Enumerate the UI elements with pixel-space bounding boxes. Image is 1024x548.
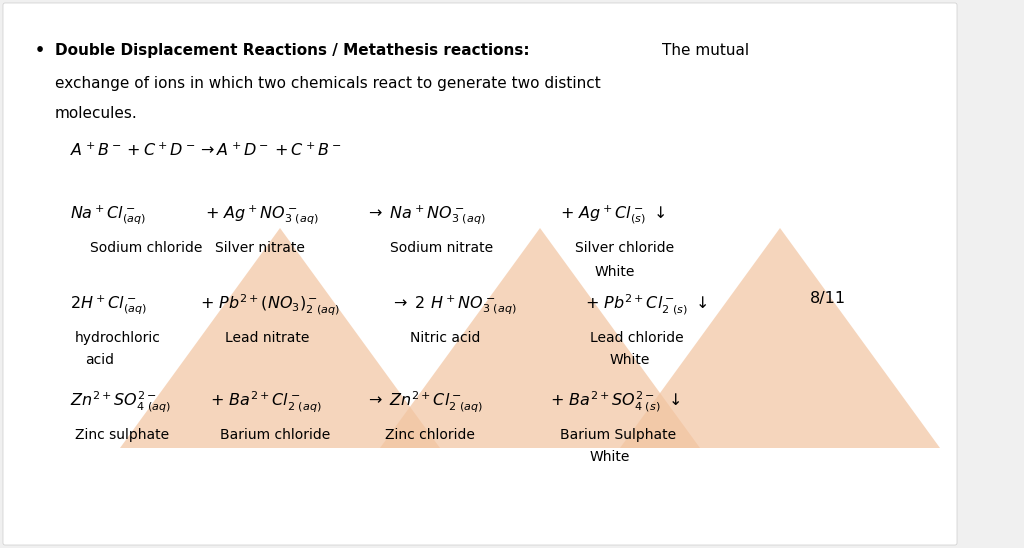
Text: acid: acid [85, 353, 114, 367]
Text: Lead chloride: Lead chloride [590, 331, 684, 345]
Polygon shape [620, 228, 940, 448]
Text: hydrochloric: hydrochloric [75, 331, 161, 345]
Text: $+\ Ag^+Cl^-_{(s)}\ \downarrow$: $+\ Ag^+Cl^-_{(s)}\ \downarrow$ [560, 203, 666, 226]
Text: Sodium nitrate: Sodium nitrate [390, 241, 494, 255]
Text: Silver chloride: Silver chloride [575, 241, 674, 255]
Text: •: • [35, 43, 45, 58]
Text: $\rightarrow\ Na^+NO^-_{3\ (aq)}$: $\rightarrow\ Na^+NO^-_{3\ (aq)}$ [365, 203, 485, 227]
Text: $Na^+Cl^-_{(aq)}$: $Na^+Cl^-_{(aq)}$ [70, 203, 146, 227]
Text: Zinc sulphate: Zinc sulphate [75, 428, 169, 442]
Text: White: White [590, 450, 631, 464]
FancyBboxPatch shape [3, 3, 957, 545]
Text: Nitric acid: Nitric acid [410, 331, 480, 345]
Text: $+\ Pb^{2+}Cl^-_{2\ (s)}\ \downarrow$: $+\ Pb^{2+}Cl^-_{2\ (s)}\ \downarrow$ [585, 293, 708, 317]
Text: White: White [610, 353, 650, 367]
Text: Zinc chloride: Zinc chloride [385, 428, 475, 442]
Text: $+\ Ba^{2+}SO^{2-}_{4\ (s)}\ \downarrow$: $+\ Ba^{2+}SO^{2-}_{4\ (s)}\ \downarrow$ [550, 390, 680, 414]
Text: $2H^+Cl^-_{(aq)}$: $2H^+Cl^-_{(aq)}$ [70, 293, 147, 317]
Text: Barium chloride: Barium chloride [220, 428, 331, 442]
Text: exchange of ions in which two chemicals react to generate two distinct: exchange of ions in which two chemicals … [55, 76, 601, 91]
Polygon shape [120, 228, 440, 448]
Text: $\rightarrow\ Zn^{2+}Cl^-_{2\ (aq)}$: $\rightarrow\ Zn^{2+}Cl^-_{2\ (aq)}$ [365, 390, 483, 415]
Text: White: White [595, 265, 635, 279]
Text: Barium Sulphate: Barium Sulphate [560, 428, 676, 442]
Text: Sodium chloride: Sodium chloride [90, 241, 203, 255]
Text: Double Displacement Reactions / Metathesis reactions:: Double Displacement Reactions / Metathes… [55, 43, 529, 58]
Text: $A^+B^-+C^+D^- \rightarrow A^+D^-+C^+B^-$: $A^+B^-+C^+D^- \rightarrow A^+D^-+C^+B^-… [70, 143, 342, 161]
Text: molecules.: molecules. [55, 106, 138, 121]
Text: Silver nitrate: Silver nitrate [215, 241, 305, 255]
Text: $+\ Ag^+NO^-_{3\ (aq)}$: $+\ Ag^+NO^-_{3\ (aq)}$ [205, 203, 318, 227]
Text: $+\ Pb^{2+}(NO_3)^-_{2\ (aq)}$: $+\ Pb^{2+}(NO_3)^-_{2\ (aq)}$ [200, 293, 340, 318]
Text: 8/11: 8/11 [810, 290, 846, 305]
Text: $+\ Ba^{2+}Cl^-_{2\ (aq)}$: $+\ Ba^{2+}Cl^-_{2\ (aq)}$ [210, 390, 322, 415]
Text: $\rightarrow\ 2\ H^+NO^-_{3\ (aq)}$: $\rightarrow\ 2\ H^+NO^-_{3\ (aq)}$ [390, 293, 517, 317]
Polygon shape [380, 228, 700, 448]
Text: $Zn^{2+}SO^{2-}_{4\ (aq)}$: $Zn^{2+}SO^{2-}_{4\ (aq)}$ [70, 390, 171, 415]
Text: Lead nitrate: Lead nitrate [225, 331, 309, 345]
Text: The mutual: The mutual [662, 43, 750, 58]
